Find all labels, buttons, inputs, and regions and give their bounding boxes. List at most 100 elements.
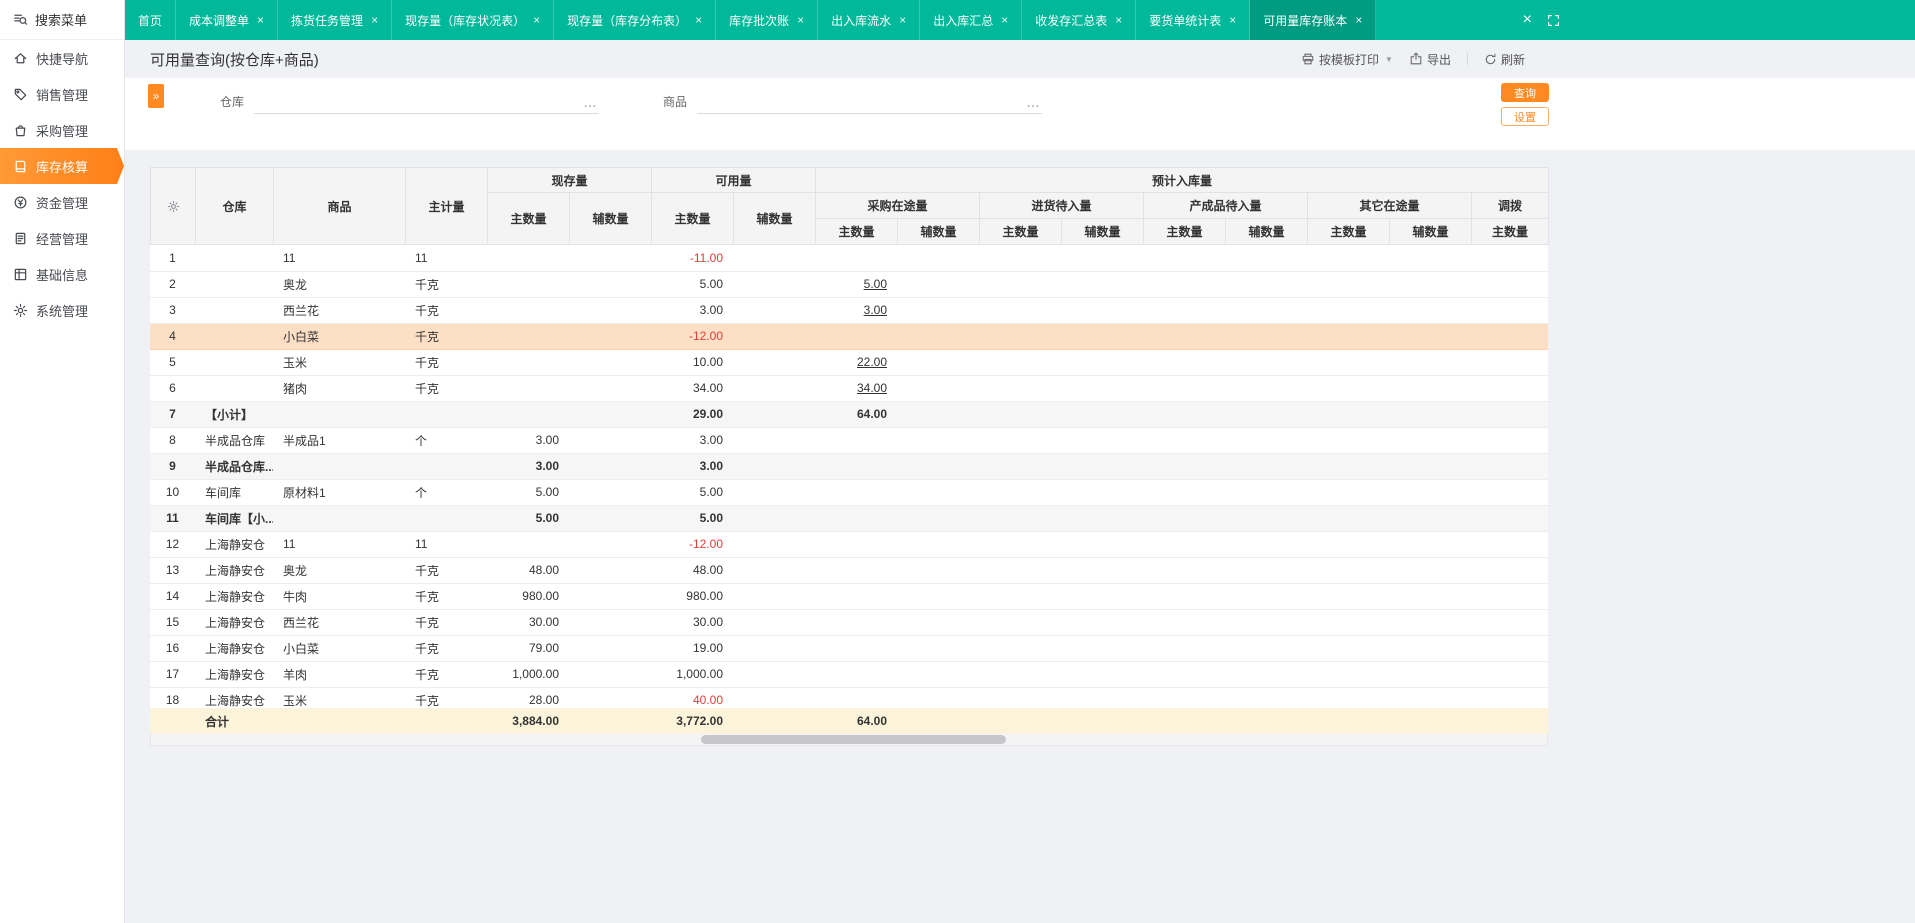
grid-body-table: 1 11 11 -11.00 2 奥龙 千克 5.00 5.00 3 西兰花 千克 3.00 3.00 4 小… bbox=[150, 245, 1548, 708]
table-row[interactable]: 7 【小计】 29.00 64.00 bbox=[150, 401, 1548, 428]
tab-close-icon[interactable]: × bbox=[1115, 13, 1123, 27]
sidebar-item-sales[interactable]: 销售管理 bbox=[0, 76, 124, 112]
unit-cell: 千克 bbox=[405, 557, 487, 584]
finished-main-cell bbox=[1143, 531, 1225, 558]
purchase-main-cell bbox=[815, 609, 897, 636]
tab-close-icon[interactable]: × bbox=[257, 13, 265, 27]
tab-4[interactable]: 现存量（库存分布表） × bbox=[554, 0, 717, 40]
scrollbar-thumb[interactable] bbox=[701, 735, 1006, 744]
column-settings-button[interactable] bbox=[150, 167, 196, 245]
current-aux-cell bbox=[569, 245, 651, 272]
table-row[interactable]: 3 西兰花 千克 3.00 3.00 bbox=[150, 297, 1548, 324]
transfer-main-cell bbox=[1471, 479, 1548, 506]
available-main-cell: 19.00 bbox=[651, 635, 733, 662]
tab-8[interactable]: 收发存汇总表 × bbox=[1022, 0, 1137, 40]
tab-close-icon[interactable]: × bbox=[1001, 13, 1009, 27]
table-row[interactable]: 8 半成品仓库 半成品1 个 3.00 3.00 bbox=[150, 427, 1548, 454]
purchase-main-cell[interactable]: 5.00 bbox=[815, 271, 897, 298]
table-row[interactable]: 15 上海静安仓 西兰花 千克 30.00 30.00 bbox=[150, 609, 1548, 636]
sidebar-item-operations[interactable]: 经营管理 bbox=[0, 220, 124, 256]
warehouse-cell bbox=[195, 271, 273, 298]
table-row[interactable]: 6 猪肉 千克 34.00 34.00 bbox=[150, 375, 1548, 402]
warehouse-cell bbox=[195, 297, 273, 324]
tab-9[interactable]: 要货单统计表 × bbox=[1136, 0, 1251, 40]
refresh-button[interactable]: 刷新 bbox=[1484, 51, 1525, 68]
receipt-main-cell bbox=[979, 583, 1061, 610]
tab-close-icon[interactable]: × bbox=[1229, 13, 1237, 27]
purchase-main-cell[interactable]: 3.00 bbox=[815, 297, 897, 324]
product-cell: 奥龙 bbox=[273, 271, 405, 298]
receipt-aux-cell bbox=[1061, 635, 1143, 662]
purchase-main-cell[interactable]: 22.00 bbox=[815, 349, 897, 376]
tab-10[interactable]: 可用量库存账本 × bbox=[1250, 0, 1377, 40]
tab-label: 现存量（库存状况表） bbox=[405, 13, 526, 28]
query-button[interactable]: 查询 bbox=[1501, 83, 1549, 102]
other-aux-cell bbox=[1389, 271, 1471, 298]
other-main-cell bbox=[1307, 297, 1389, 324]
table-row[interactable]: 2 奥龙 千克 5.00 5.00 bbox=[150, 271, 1548, 298]
tab-5[interactable]: 库存批次账 × bbox=[716, 0, 819, 40]
available-main-cell: 3.00 bbox=[651, 453, 733, 480]
tab-7[interactable]: 出入库汇总 × bbox=[920, 0, 1023, 40]
finished-aux-cell bbox=[1225, 609, 1307, 636]
settings-button[interactable]: 设置 bbox=[1501, 107, 1549, 126]
tab-close-icon[interactable]: × bbox=[371, 13, 379, 27]
table-row[interactable]: 13 上海静安仓 奥龙 千克 48.00 48.00 bbox=[150, 557, 1548, 584]
finished-main-cell bbox=[1143, 453, 1225, 480]
warehouse-picker-trigger[interactable]: ... bbox=[584, 96, 598, 110]
table-row[interactable]: 11 车间库【小... 5.00 5.00 bbox=[150, 505, 1548, 532]
expand-filters-button[interactable]: » bbox=[148, 84, 164, 108]
sidebar-item-system[interactable]: 系统管理 bbox=[0, 292, 124, 328]
table-row[interactable]: 12 上海静安仓 11 11 -12.00 bbox=[150, 531, 1548, 558]
tab-3[interactable]: 现存量（库存状况表） × bbox=[392, 0, 555, 40]
sidebar-item-quick-nav[interactable]: 快捷导航 bbox=[0, 40, 124, 76]
table-row[interactable]: 9 半成品仓库... 3.00 3.00 bbox=[150, 453, 1548, 480]
grid-icon bbox=[13, 267, 28, 282]
tab-6[interactable]: 出入库流水 × bbox=[818, 0, 921, 40]
receipt-aux-cell bbox=[1061, 323, 1143, 350]
print-by-template-button[interactable]: 按模板打印 ▼ bbox=[1301, 51, 1393, 68]
table-row[interactable]: 16 上海静安仓 小白菜 千克 79.00 19.00 bbox=[150, 635, 1548, 662]
warehouse-input[interactable]: ... bbox=[254, 90, 600, 114]
warehouse-cell: 【小计】 bbox=[195, 401, 273, 428]
fullscreen-icon[interactable] bbox=[1547, 14, 1560, 27]
table-row[interactable]: 1 11 11 -11.00 bbox=[150, 245, 1548, 272]
close-tab-icon[interactable]: × bbox=[1522, 11, 1532, 28]
sidebar-item-funds[interactable]: 资金管理 bbox=[0, 184, 124, 220]
transfer-main-cell bbox=[1471, 531, 1548, 558]
tab-1[interactable]: 成本调整单 × bbox=[176, 0, 279, 40]
purchase-main-cell[interactable]: 34.00 bbox=[815, 375, 897, 402]
tab-close-icon[interactable]: × bbox=[695, 13, 703, 27]
sidebar-nav: 快捷导航 销售管理 采购管理 bbox=[0, 40, 124, 328]
current-aux-cell bbox=[569, 453, 651, 480]
sidebar-item-inventory[interactable]: 库存核算 bbox=[0, 148, 124, 184]
receipt-aux-cell bbox=[1061, 557, 1143, 584]
tab-close-icon[interactable]: × bbox=[899, 13, 907, 27]
unit-cell: 千克 bbox=[405, 609, 487, 636]
sidebar-item-purchase[interactable]: 采购管理 bbox=[0, 112, 124, 148]
tab-0[interactable]: 首页 bbox=[125, 0, 177, 40]
tab-2[interactable]: 拣货任务管理 × bbox=[278, 0, 393, 40]
search-menu-button[interactable]: 搜索菜单 bbox=[0, 0, 124, 40]
tab-close-icon[interactable]: × bbox=[1355, 13, 1363, 27]
export-button[interactable]: 导出 bbox=[1409, 51, 1451, 68]
table-row[interactable]: 18 上海静安仓 玉米 千克 28.00 40.00 bbox=[150, 687, 1548, 708]
gear-icon bbox=[167, 199, 180, 213]
table-row[interactable]: 14 上海静安仓 牛肉 千克 980.00 980.00 bbox=[150, 583, 1548, 610]
sidebar-item-base-info[interactable]: 基础信息 bbox=[0, 256, 124, 292]
table-row[interactable]: 10 车间库 原材料1 个 5.00 5.00 bbox=[150, 479, 1548, 506]
purchase-aux-cell bbox=[897, 297, 979, 324]
tab-close-icon[interactable]: × bbox=[797, 13, 805, 27]
transfer-main-cell bbox=[1471, 375, 1548, 402]
table-row[interactable]: 4 小白菜 千克 -12.00 bbox=[150, 323, 1548, 350]
table-row[interactable]: 17 上海静安仓 羊肉 千克 1,000.00 1,000.00 bbox=[150, 661, 1548, 688]
grid-body: 1 11 11 -11.00 2 奥龙 千克 5.00 5.00 3 西兰花 千克 3.00 3.00 4 小… bbox=[150, 245, 1548, 708]
current-aux-cell bbox=[569, 479, 651, 506]
product-picker-trigger[interactable]: ... bbox=[1027, 96, 1041, 110]
tab-close-icon[interactable]: × bbox=[533, 13, 541, 27]
finished-main-cell bbox=[1143, 245, 1225, 272]
table-row[interactable]: 5 玉米 千克 10.00 22.00 bbox=[150, 349, 1548, 376]
other-main-cell bbox=[1307, 479, 1389, 506]
product-input[interactable]: ... bbox=[697, 90, 1043, 114]
warehouse-cell bbox=[195, 375, 273, 402]
